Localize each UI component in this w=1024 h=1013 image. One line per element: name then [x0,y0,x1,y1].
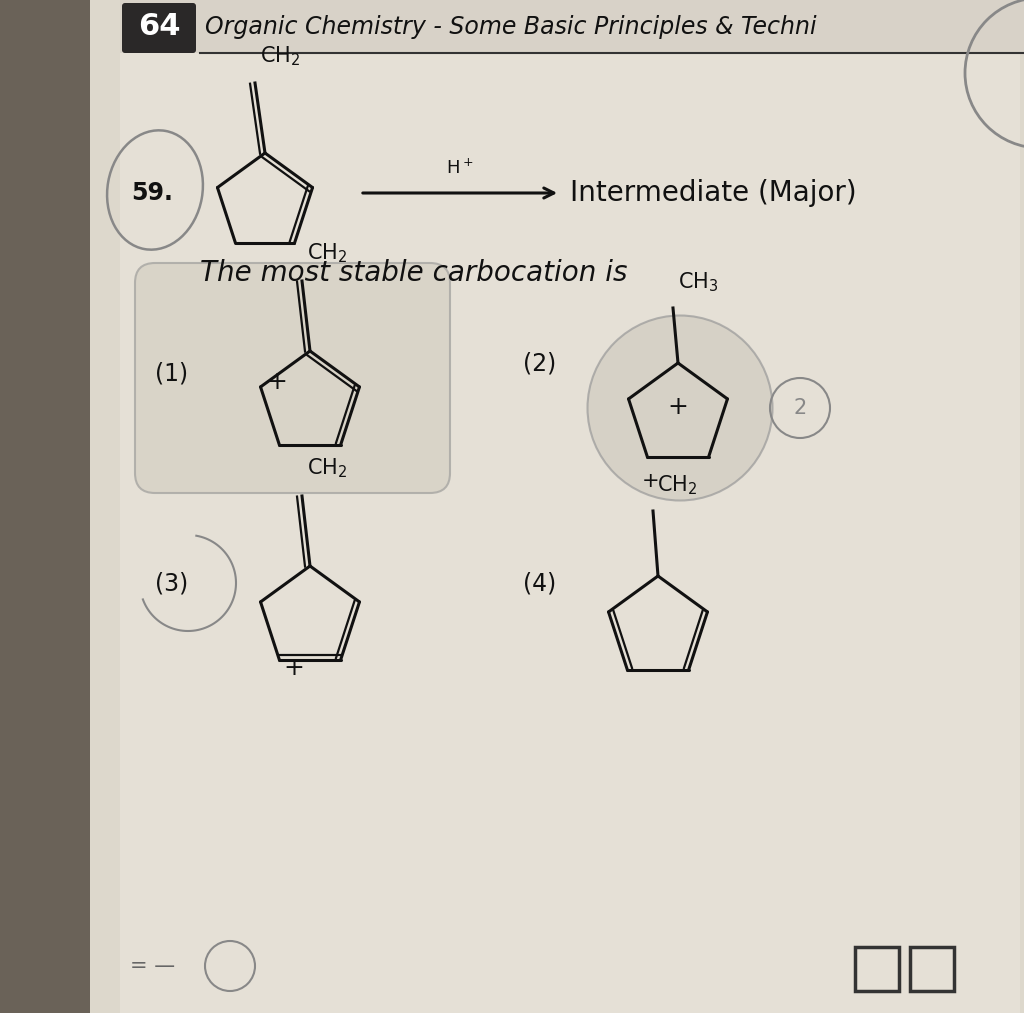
Text: Intermediate (Major): Intermediate (Major) [570,179,857,207]
FancyBboxPatch shape [135,263,450,493]
Text: CH$_2$: CH$_2$ [260,45,300,68]
Text: (1): (1) [156,361,188,385]
Text: +: + [283,656,304,680]
FancyBboxPatch shape [120,0,1020,1013]
FancyBboxPatch shape [0,0,120,1013]
Text: Organic Chemistry - Some Basic Principles & Techni: Organic Chemistry - Some Basic Principle… [205,15,816,38]
Text: (3): (3) [156,571,188,595]
FancyBboxPatch shape [90,0,1024,1013]
FancyBboxPatch shape [122,3,196,53]
Text: CH$_2$: CH$_2$ [307,241,347,265]
Text: +: + [266,370,287,394]
Text: 64: 64 [138,11,180,41]
Ellipse shape [588,315,772,500]
Text: 59.: 59. [131,181,173,205]
Text: +: + [642,471,659,491]
Text: (4): (4) [523,571,557,595]
Text: CH$_2$: CH$_2$ [657,473,697,497]
Text: 2: 2 [794,398,807,418]
Text: CH$_3$: CH$_3$ [678,270,719,294]
Text: The most stable carbocation is: The most stable carbocation is [200,259,628,287]
Text: +: + [668,395,688,419]
Text: (2): (2) [523,350,557,375]
Text: CH$_2$: CH$_2$ [307,457,347,480]
FancyBboxPatch shape [120,0,1024,53]
Text: = —: = — [130,956,175,976]
Text: H$^+$: H$^+$ [446,159,474,178]
